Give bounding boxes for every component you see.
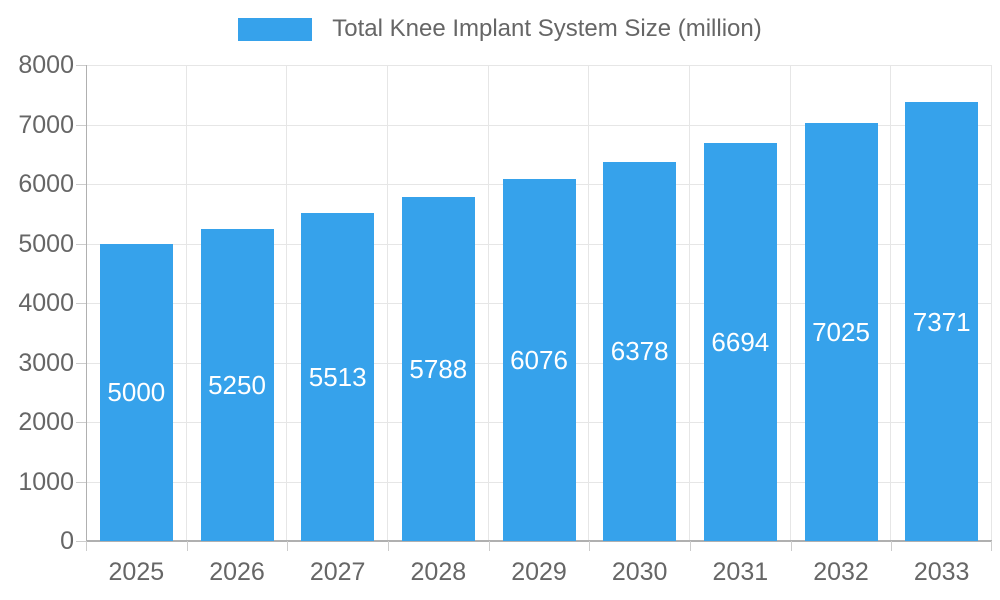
y-axis-tick (76, 422, 86, 423)
legend-item[interactable]: Total Knee Implant System Size (million) (0, 17, 1000, 41)
y-axis-label: 1000 (18, 467, 74, 496)
bar-value-label: 5513 (308, 361, 367, 392)
bar-value-label: 6694 (711, 326, 770, 357)
bar-2030[interactable]: 6378 (603, 161, 677, 541)
bar-value-label: 5250 (208, 369, 266, 400)
gridline-horizontal (86, 124, 992, 126)
gridline-vertical (487, 65, 489, 541)
x-axis-tick (589, 541, 591, 551)
x-axis-tick (891, 541, 893, 551)
y-axis-tick (76, 184, 86, 185)
bar-value-label: 7371 (912, 306, 971, 337)
x-axis-line (86, 540, 992, 542)
gridline-vertical (185, 65, 187, 541)
y-axis-tick (76, 243, 86, 245)
gridline-vertical (588, 65, 590, 541)
gridline-vertical (890, 65, 892, 541)
bar-2028[interactable]: 5788 (401, 196, 475, 541)
x-axis-tick (287, 541, 289, 551)
gridline-horizontal (86, 65, 992, 66)
x-axis-label: 2033 (913, 558, 970, 586)
bar-2032[interactable]: 7025 (804, 123, 878, 541)
x-axis-tick (790, 541, 792, 551)
gridline-vertical (387, 65, 388, 541)
x-axis-label: 2029 (511, 558, 567, 586)
y-axis-tick (76, 362, 86, 364)
x-axis-tick (186, 541, 188, 551)
x-axis-label: 2026 (209, 558, 265, 586)
bar-2031[interactable]: 6694 (703, 142, 777, 541)
legend-swatch-icon (238, 17, 313, 41)
bar-value-label: 5788 (409, 353, 468, 384)
y-axis-label: 0 (60, 527, 74, 555)
bar-value-label: 5000 (107, 377, 166, 408)
gridline-vertical (689, 65, 690, 541)
y-axis-tick (76, 541, 86, 542)
x-axis-label: 2028 (410, 558, 467, 586)
y-axis-tick (76, 65, 86, 66)
y-axis-label: 2000 (18, 408, 74, 436)
x-axis-label: 2027 (309, 558, 366, 586)
x-axis-label: 2031 (712, 558, 769, 586)
y-axis-label: 4000 (18, 289, 74, 317)
y-axis-label: 3000 (18, 348, 74, 377)
y-axis-label: 7000 (18, 110, 74, 139)
bar-2027[interactable]: 5513 (301, 212, 375, 541)
x-axis-tick (991, 541, 992, 551)
y-axis-tick (76, 124, 86, 126)
y-axis-line (86, 65, 87, 541)
y-axis-label: 5000 (18, 229, 74, 258)
bar-value-label: 6076 (510, 345, 568, 376)
x-axis-tick (690, 541, 691, 551)
y-axis-label: 6000 (18, 170, 74, 198)
y-axis-tick (76, 303, 86, 304)
x-axis-tick (86, 541, 87, 551)
x-axis-label: 2025 (108, 558, 165, 586)
bar-value-label: 7025 (812, 317, 870, 347)
y-axis-tick (76, 481, 86, 483)
y-axis-label: 8000 (18, 51, 74, 79)
bar-2033[interactable]: 7371 (905, 102, 979, 541)
gridline-vertical (286, 65, 288, 541)
bar-2026[interactable]: 5250 (200, 228, 274, 541)
legend-label: Total Knee Implant System Size (million) (332, 15, 762, 42)
gridline-vertical (789, 65, 791, 541)
gridline-vertical (991, 65, 992, 541)
x-axis-label: 2032 (813, 558, 869, 586)
bar-2025[interactable]: 5000 (99, 243, 173, 541)
x-axis-label: 2030 (611, 558, 668, 586)
plot-area: 5000 5250 5513 5788 6076 6378 6694 7025 7371 (86, 65, 992, 542)
x-axis-tick (388, 541, 389, 551)
bar-value-label: 6378 (610, 336, 669, 367)
bar-2029[interactable]: 6076 (502, 179, 576, 541)
x-axis-tick (488, 541, 490, 551)
